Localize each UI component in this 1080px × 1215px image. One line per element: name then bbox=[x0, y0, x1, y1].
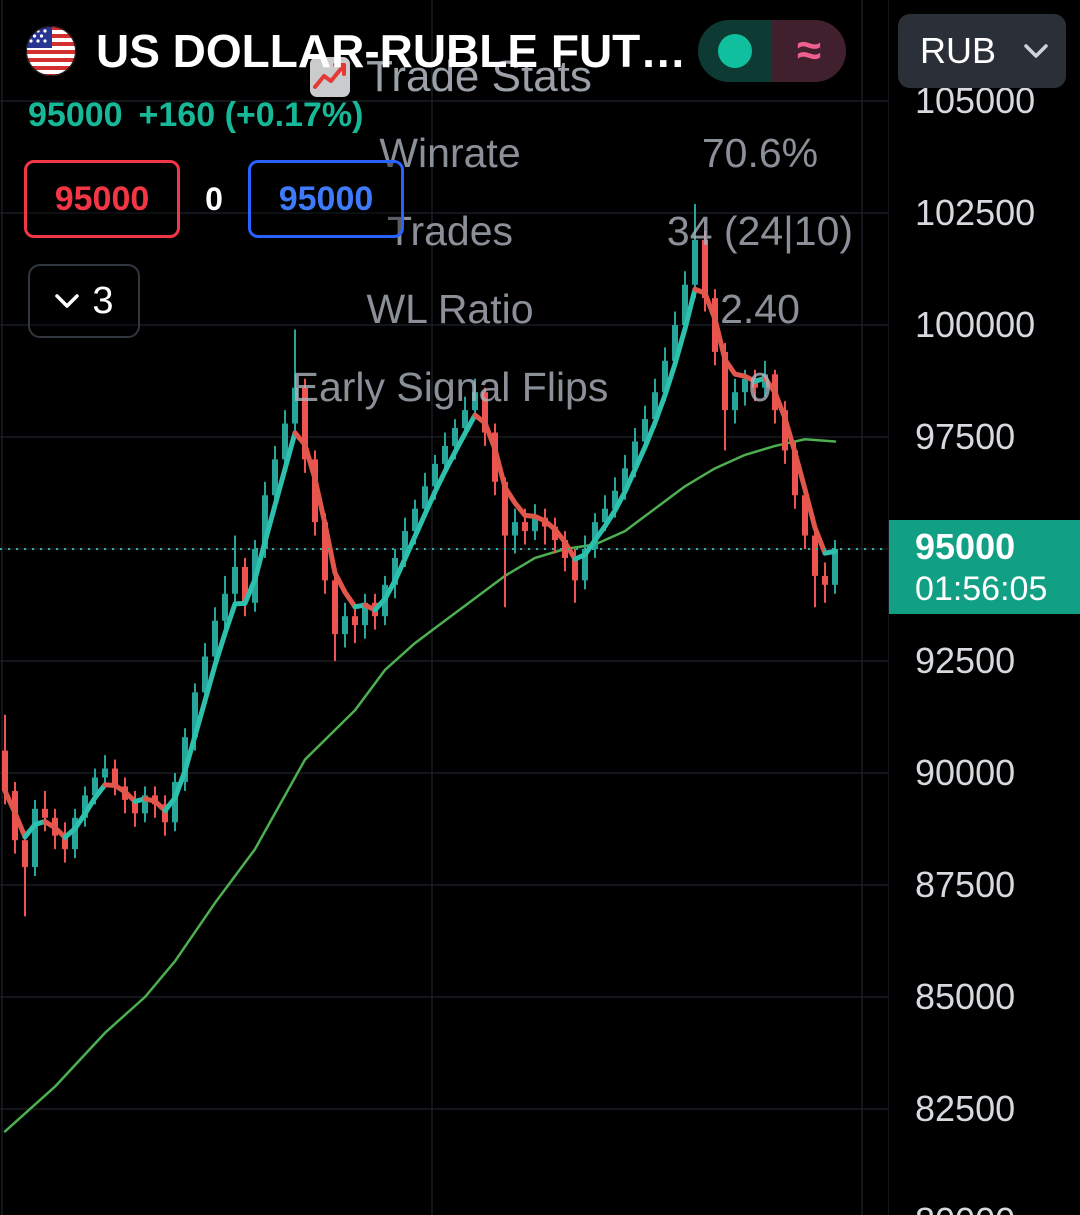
approx-wave-icon: ≈ bbox=[796, 26, 822, 75]
interval-value: 3 bbox=[92, 279, 114, 322]
current-price-value: 95000 bbox=[915, 526, 1016, 567]
spread-value: 0 bbox=[205, 181, 223, 217]
axis-price-label: 80000 bbox=[915, 1199, 1015, 1215]
currency-value: RUB bbox=[920, 30, 997, 71]
chevron-down-icon bbox=[1024, 43, 1048, 58]
axis-price-label: 92500 bbox=[915, 640, 1016, 681]
axis-price-label: 90000 bbox=[915, 752, 1016, 793]
slow-ma-line bbox=[3, 437, 837, 1133]
indicator-toggle[interactable]: ≈ bbox=[698, 20, 846, 82]
last-price-row: 95000 +160 (+0.17%) bbox=[28, 96, 363, 135]
axis-price-label: 97500 bbox=[915, 416, 1016, 457]
signal-on-toggle[interactable] bbox=[698, 20, 772, 82]
price-change: +160 (+0.17%) bbox=[138, 96, 364, 134]
currency-selector[interactable]: RUB bbox=[898, 14, 1066, 88]
current-price-badge: 95000 01:56:05 bbox=[889, 520, 1080, 614]
axis-price-label: 82500 bbox=[915, 1088, 1016, 1129]
wave-mode-toggle[interactable]: ≈ bbox=[772, 20, 846, 82]
symbol-title: US DOLLAR-RUBLE FUT… bbox=[96, 25, 687, 77]
bar-countdown-timer: 01:56:05 bbox=[915, 570, 1048, 608]
chevron-down-icon bbox=[55, 294, 80, 308]
last-price: 95000 bbox=[28, 96, 123, 134]
interval-dropdown[interactable]: 3 bbox=[28, 264, 140, 338]
grid-lines bbox=[0, 0, 888, 1215]
axis-price-label: 102500 bbox=[915, 192, 1036, 233]
buy-price-button[interactable]: 95000 bbox=[248, 160, 404, 238]
us-flag-icon bbox=[26, 26, 76, 76]
sell-price-button[interactable]: 95000 bbox=[24, 160, 180, 238]
price-axis[interactable]: 105000 102500 100000 97500 92500 90000 87500 85… bbox=[888, 0, 1080, 1215]
candlestick-chart[interactable] bbox=[0, 0, 888, 1215]
axis-price-label: 85000 bbox=[915, 976, 1016, 1017]
signal-dot-icon bbox=[718, 34, 752, 68]
fast-ma-line bbox=[2, 286, 838, 840]
axis-price-label: 87500 bbox=[915, 864, 1016, 905]
axis-price-label: 100000 bbox=[915, 304, 1036, 345]
